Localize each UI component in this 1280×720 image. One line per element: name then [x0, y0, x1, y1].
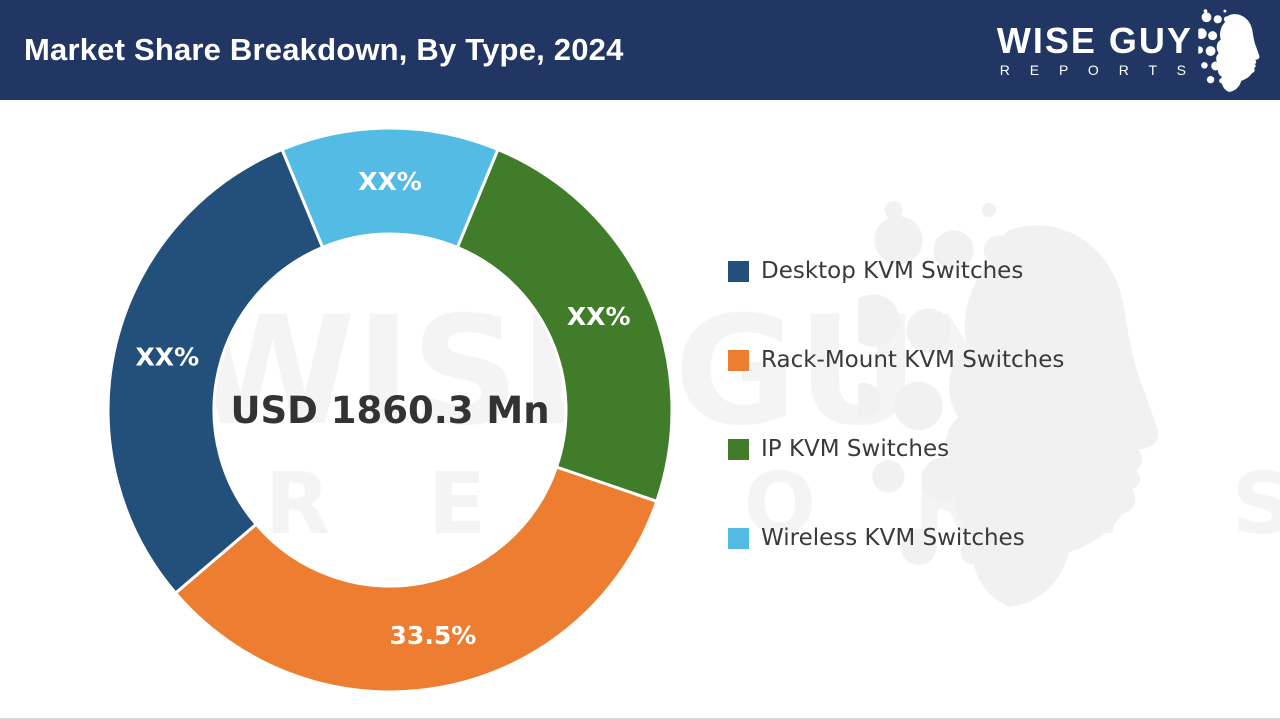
segment-value-label-2: XX%	[567, 302, 631, 331]
logo-face-icon	[1198, 7, 1260, 93]
logo-brand-sub: R E P O R T S	[999, 61, 1194, 78]
legend-item-desktop-kvm: Desktop KVM Switches	[728, 258, 1064, 284]
header-bar: Market Share Breakdown, By Type, 2024 WI…	[0, 0, 1280, 100]
donut-segment-3	[280, 126, 500, 249]
legend-swatch-icon	[728, 349, 749, 371]
donut-chart: XX% 33.5% XX% XX% USD 1860.3 Mn	[106, 126, 674, 694]
legend-swatch-icon	[728, 260, 749, 282]
segment-value-label-1: 33.5%	[390, 621, 477, 650]
legend-item-rack-mount-kvm: Rack-Mount KVM Switches	[728, 347, 1064, 373]
legend-label: IP KVM Switches	[761, 436, 950, 462]
logo-wordmark: WISE GUY R E P O R T S	[996, 19, 1194, 78]
legend-label: Desktop KVM Switches	[761, 258, 1024, 284]
bottom-divider	[0, 718, 1280, 720]
segment-value-label-3: XX%	[358, 167, 422, 196]
segment-value-label-0: XX%	[136, 343, 200, 372]
donut-segments	[106, 126, 674, 694]
logo-brand-name: WISE GUY	[996, 19, 1193, 61]
legend-item-ip-kvm: IP KVM Switches	[728, 436, 1064, 462]
legend-label: Wireless KVM Switches	[761, 525, 1025, 551]
legend-swatch-icon	[728, 438, 749, 460]
chart-area: WISE GUY R E P O R T S XX% 33.5% XX% XX% US…	[0, 100, 1280, 720]
legend-item-wireless-kvm: Wireless KVM Switches	[728, 525, 1064, 551]
donut-segment-1	[174, 465, 659, 694]
brand-logo: WISE GUY R E P O R T S	[996, 7, 1260, 93]
legend: Desktop KVM Switches Rack-Mount KVM Swit…	[728, 258, 1064, 551]
page-title: Market Share Breakdown, By Type, 2024	[24, 32, 624, 67]
legend-swatch-icon	[728, 527, 749, 549]
donut-segment-labels: XX% 33.5% XX% XX%	[136, 167, 631, 650]
donut-center-value: USD 1860.3 Mn	[230, 389, 549, 432]
legend-label: Rack-Mount KVM Switches	[761, 347, 1065, 373]
donut-segment-2	[455, 147, 674, 503]
donut-segment-0	[106, 147, 325, 595]
